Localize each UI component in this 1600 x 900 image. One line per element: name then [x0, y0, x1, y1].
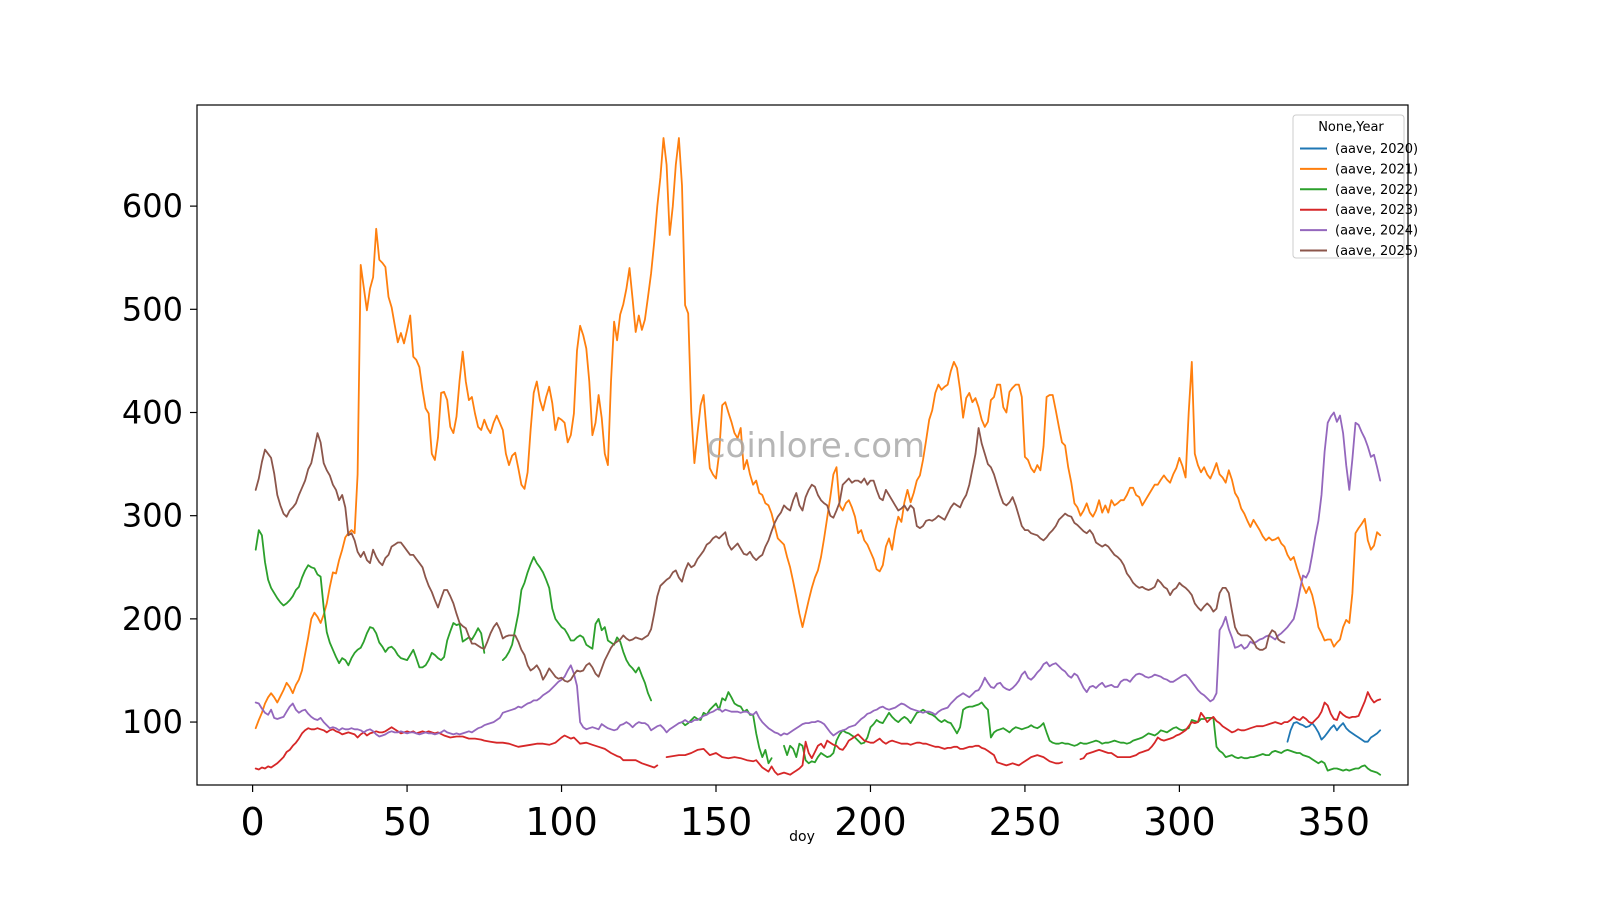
watermark-text: coinlore.com	[707, 426, 925, 466]
series-line-aave-2020	[1286, 721, 1382, 743]
legend-label: (aave, 2025)	[1335, 244, 1418, 259]
x-tick-label: 200	[834, 800, 907, 844]
y-tick-label: 300	[122, 497, 183, 535]
plot-border	[196, 104, 1409, 786]
series-line-aave-2023	[254, 691, 1382, 776]
y-tick-label: 100	[122, 703, 183, 741]
x-tick-label: 100	[525, 800, 598, 844]
series-line-aave-2022	[254, 529, 1382, 776]
x-tick-label: 50	[383, 800, 431, 844]
legend-label: (aave, 2024)	[1335, 224, 1418, 239]
x-tick-label: 300	[1143, 800, 1216, 844]
series-line-aave-2024	[254, 411, 1382, 738]
legend-box	[1292, 114, 1405, 259]
x-tick-label: 250	[989, 800, 1062, 844]
x-tick-label: 150	[680, 800, 753, 844]
y-tick-label: 600	[122, 187, 183, 225]
y-tick-label: 400	[122, 393, 183, 431]
legend-label: (aave, 2021)	[1335, 162, 1418, 177]
legend-label: (aave, 2020)	[1335, 142, 1418, 157]
series-lines	[254, 137, 1382, 776]
axis-ticks: 0 50 100 150 200 250 300 350 100 200 300 400 500 600	[122, 187, 1370, 844]
legend-label: (aave, 2022)	[1335, 183, 1418, 198]
legend: None,Year (aave, 2020)(aave, 2021)(aave,…	[1292, 114, 1418, 259]
series-line-aave-2021	[254, 137, 1382, 730]
x-tick-label: 350	[1298, 800, 1371, 844]
y-tick-label: 500	[122, 290, 183, 328]
legend-label: (aave, 2023)	[1335, 203, 1418, 218]
legend-title: None,Year	[1318, 120, 1384, 135]
x-tick-label: 0	[241, 800, 265, 844]
y-tick-label: 200	[122, 600, 183, 638]
legend-entries: (aave, 2020) (aave, 2021) (aave, 2022) (aav…	[1300, 142, 1418, 259]
series-line-aave-2025	[254, 427, 1286, 683]
x-axis-label: doy	[789, 829, 815, 845]
